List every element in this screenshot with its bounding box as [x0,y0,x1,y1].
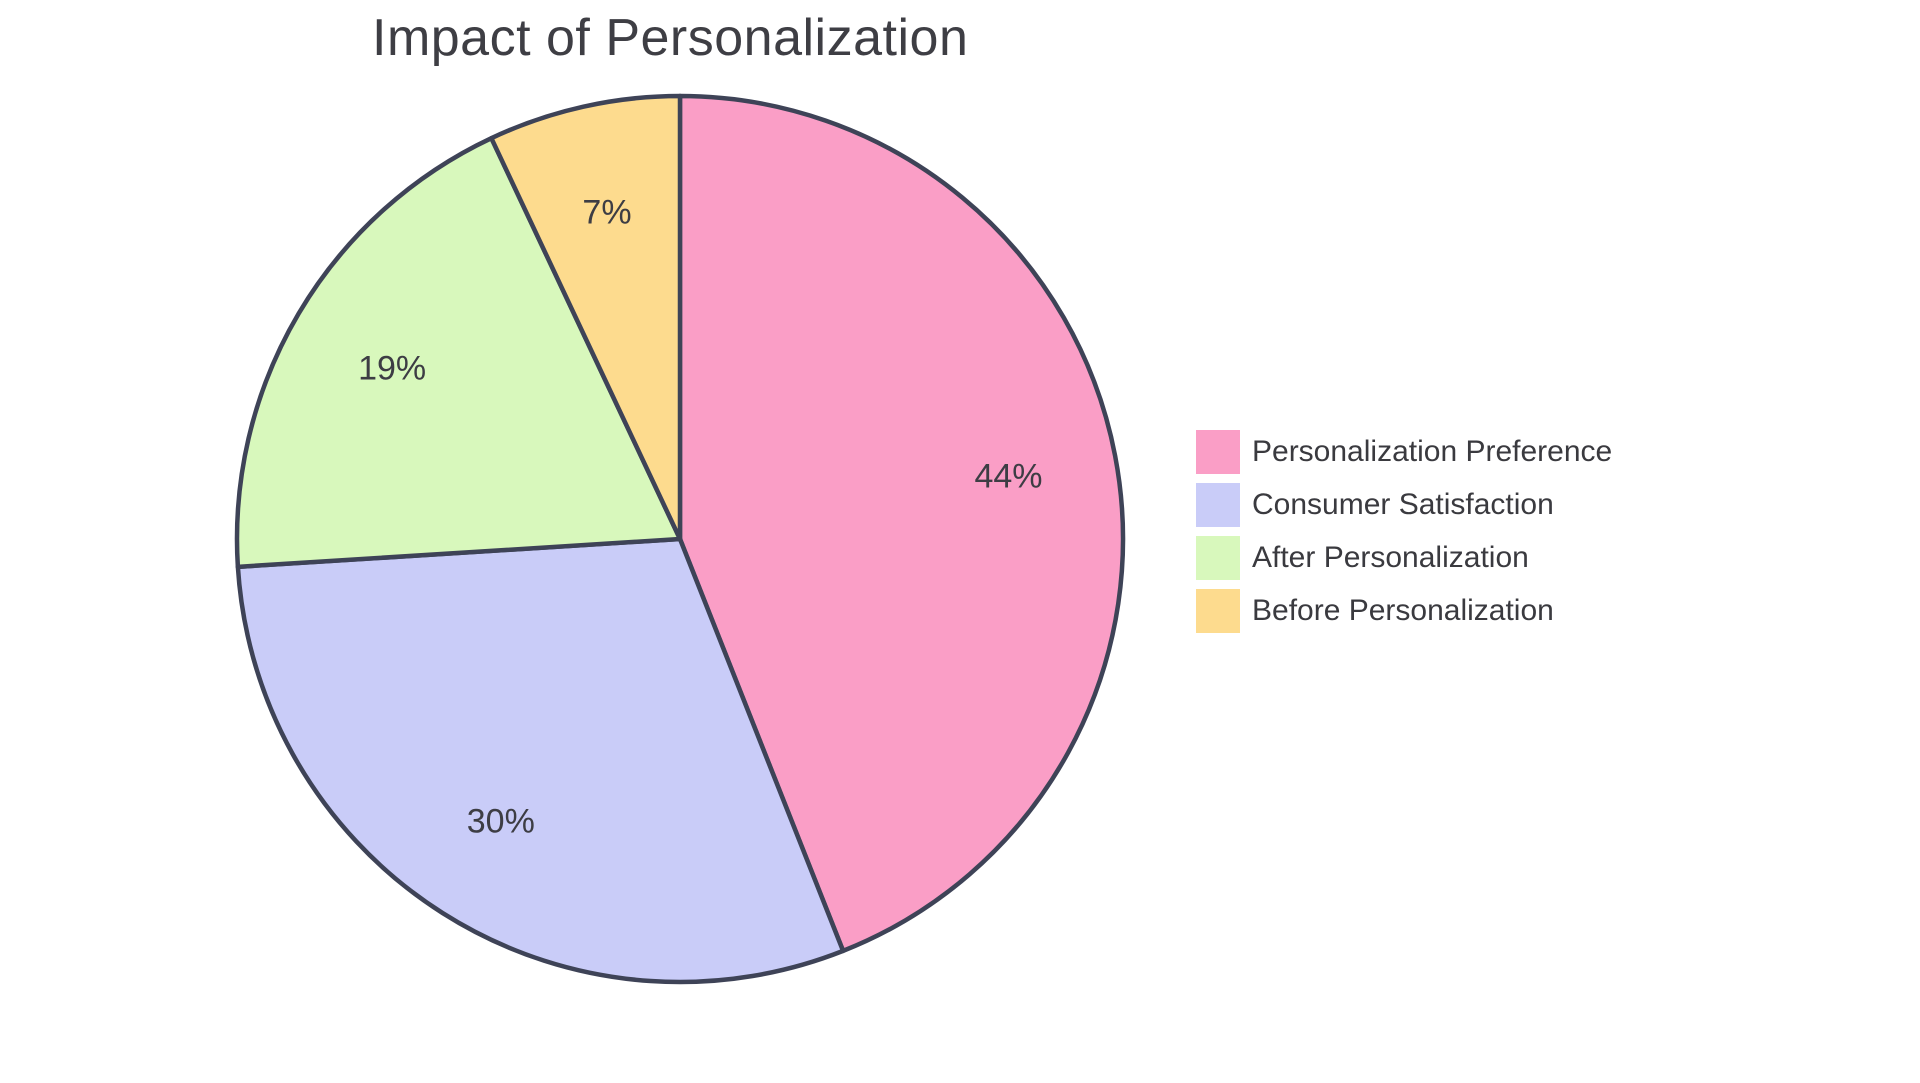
legend-label: Before Personalization [1252,594,1554,627]
legend-swatch-personalization-preference [1196,430,1240,474]
legend-item[interactable]: Before Personalization [1196,589,1612,633]
pie-slice-before-personalization[interactable] [489,93,683,542]
legend-item[interactable]: Personalization Preference [1196,430,1612,474]
legend-item[interactable]: After Personalization [1196,536,1612,580]
slice-label: 7% [582,194,631,232]
legend-label: Consumer Satisfaction [1252,488,1554,521]
slice-label: 44% [974,457,1042,495]
legend-item[interactable]: Consumer Satisfaction [1196,483,1612,527]
chart-title: Impact of Personalization [372,9,969,67]
legend-label: Personalization Preference [1252,435,1613,468]
slice-label: 19% [358,350,426,388]
legend-swatch-before-personalization [1196,589,1240,633]
legend-swatch-after-personalization [1196,536,1240,580]
slice-label: 30% [467,802,535,840]
legend-label: After Personalization [1252,541,1529,574]
pie-slice-consumer-satisfaction[interactable] [235,536,846,985]
pie-slice-after-personalization[interactable] [234,135,683,570]
legend: Personalization Preference Consumer Sati… [1196,430,1612,642]
legend-swatch-consumer-satisfaction [1196,483,1240,527]
pie-slice-personalization-preference[interactable] [677,93,1126,954]
